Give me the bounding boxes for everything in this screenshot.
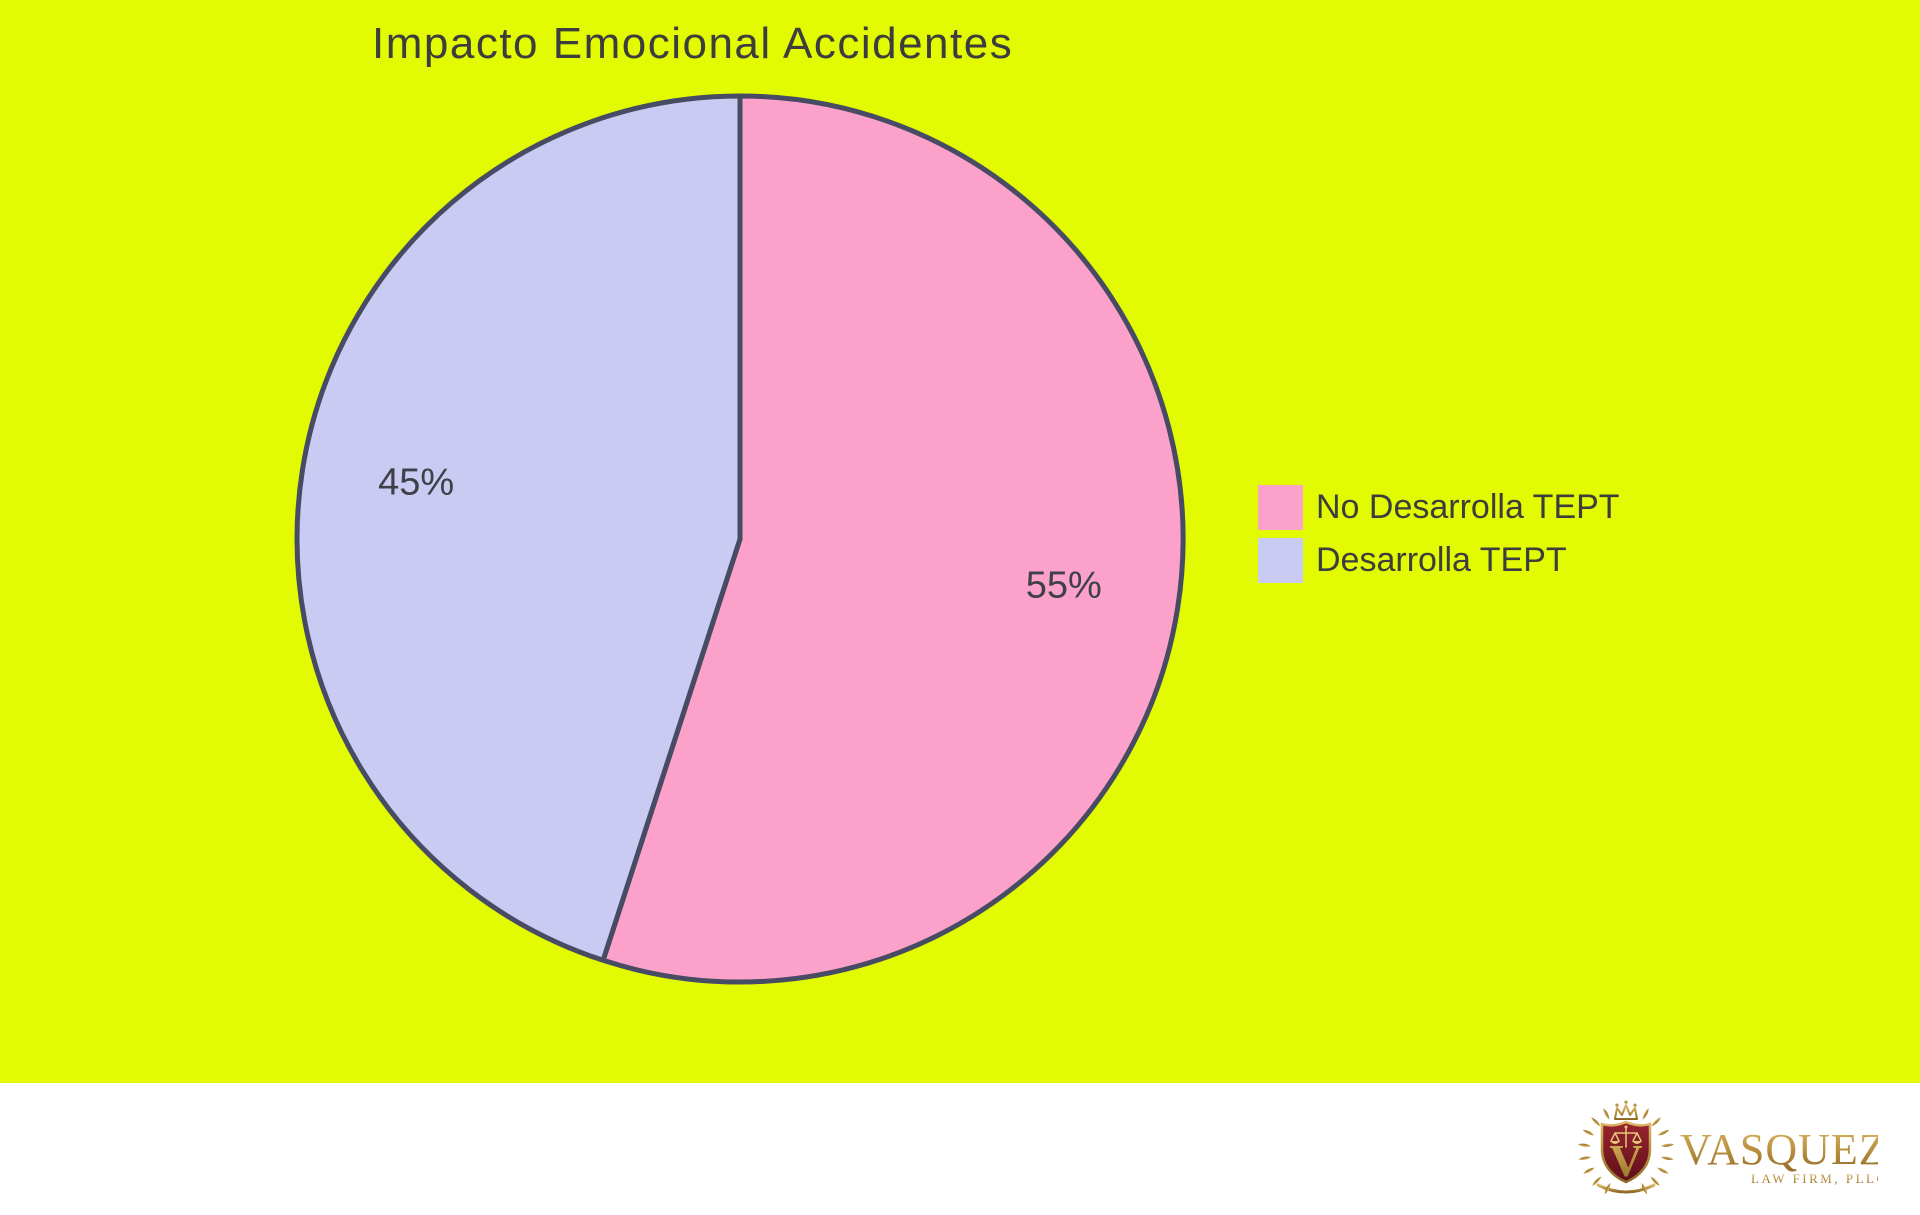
pie-slice-1 bbox=[294, 93, 743, 963]
laurel-leaf bbox=[1582, 1166, 1596, 1176]
legend-label: No Desarrolla TEPT bbox=[1316, 488, 1620, 526]
laurel-leaf bbox=[1656, 1166, 1670, 1176]
pie-chart: 55% 45% bbox=[294, 93, 1186, 985]
legend-item: No Desarrolla TEPT bbox=[1258, 485, 1620, 530]
laurel-leaf bbox=[1578, 1142, 1592, 1148]
legend-item: Desarrolla TEPT bbox=[1258, 538, 1620, 583]
laurel-wreath-icon bbox=[1578, 1107, 1675, 1196]
pie-slice-0 bbox=[600, 93, 1186, 985]
laurel-leaf bbox=[1578, 1155, 1592, 1161]
shield-icon: V bbox=[1600, 1120, 1652, 1186]
laurel-leaf bbox=[1657, 1128, 1671, 1137]
legend-label: Desarrolla TEPT bbox=[1316, 541, 1567, 579]
laurel-leaf bbox=[1660, 1155, 1675, 1161]
law-firm-crest-icon: V VASQUEZ LAW FIRM, PLLC bbox=[1578, 1100, 1878, 1196]
chart-title: Impacto Emocional Accidentes bbox=[372, 19, 1014, 68]
chart-area: 55% 45% Impacto Emocional Accidentes No … bbox=[0, 0, 1920, 1083]
laurel-leaf bbox=[1581, 1128, 1595, 1137]
brand-name: VASQUEZ bbox=[1680, 1125, 1878, 1174]
legend-swatch-no-desarrolla-tept bbox=[1258, 485, 1303, 530]
scales-of-justice-icon bbox=[1610, 1125, 1642, 1148]
legend-swatch-desarrolla-tept bbox=[1258, 538, 1303, 583]
brand-subtitle: LAW FIRM, PLLC bbox=[1751, 1171, 1878, 1186]
legend: No Desarrolla TEPT Desarrolla TEPT bbox=[1258, 485, 1620, 583]
vasquez-law-firm-logo: V VASQUEZ LAW FIRM, PLLC bbox=[1578, 1097, 1878, 1201]
laurel-leaf bbox=[1641, 1107, 1651, 1121]
crown-icon bbox=[1614, 1100, 1638, 1120]
laurel-leaf bbox=[1601, 1107, 1611, 1121]
laurel-leaf bbox=[1660, 1142, 1675, 1148]
laurel-leaf bbox=[1590, 1116, 1602, 1128]
laurel-leaf bbox=[1650, 1116, 1662, 1128]
pie-label-1: 45% bbox=[378, 462, 454, 504]
footer: V VASQUEZ LAW FIRM, PLLC bbox=[0, 1083, 1920, 1215]
pie-label-0: 55% bbox=[1026, 564, 1102, 606]
